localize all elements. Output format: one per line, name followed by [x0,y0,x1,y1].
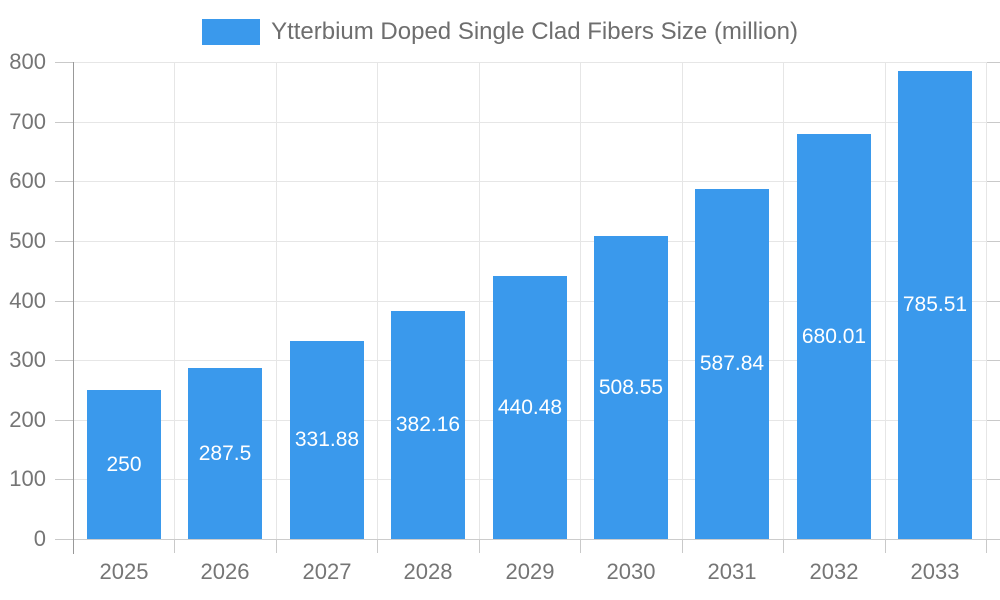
bar-value-label: 508.55 [598,376,664,399]
x-axis-label: 2026 [200,559,250,584]
y-axis-tick [55,479,73,480]
bar-value-label: 680.01 [801,325,867,348]
y-axis-tick-right [986,122,1000,123]
y-axis-line [73,62,74,554]
y-axis-label: 0 [33,526,46,551]
x-axis-line [73,539,986,540]
x-axis-tick [377,539,378,553]
y-axis-tick-right [986,301,1000,302]
y-axis-label: 400 [9,288,46,313]
x-axis-tick [885,539,886,553]
y-axis-tick [55,122,73,123]
y-axis-label: 100 [9,466,46,491]
y-axis-tick [55,181,73,182]
x-axis-label: 2025 [99,559,149,584]
y-axis-tick-right [986,420,1000,421]
bar-2027[interactable] [290,341,364,539]
y-axis-tick [55,241,73,242]
y-axis-tick-right [986,181,1000,182]
x-axis-label: 2028 [403,559,453,584]
x-axis-tick [783,539,784,553]
y-axis-label: 200 [9,407,46,432]
x-grid-line [682,62,683,539]
y-grid-line [74,122,986,123]
x-grid-line [580,62,581,539]
x-grid-line [986,62,987,539]
y-axis-label: 500 [9,228,46,253]
x-grid-line [276,62,277,539]
y-axis-tick [55,62,73,63]
x-axis-tick [479,539,480,553]
bar-2030[interactable] [594,236,668,539]
bar-2028[interactable] [391,311,465,539]
y-axis-tick [55,539,73,540]
x-axis-tick [682,539,683,553]
y-axis-label: 300 [9,347,46,372]
x-grid-line [377,62,378,539]
y-axis-tick [55,360,73,361]
bar-2033[interactable] [898,71,972,539]
y-axis-tick-right [986,241,1000,242]
y-grid-line [74,241,986,242]
bar-value-label: 287.5 [198,442,252,465]
y-axis-tick-right [986,479,1000,480]
bar-2032[interactable] [797,134,871,539]
bar-2029[interactable] [493,276,567,539]
y-axis-tick [55,301,73,302]
x-axis-tick [986,539,987,553]
y-axis-label: 700 [9,109,46,134]
bar-2026[interactable] [188,368,262,539]
bar-value-label: 440.48 [497,396,563,419]
legend-item[interactable]: Ytterbium Doped Single Clad Fibers Size … [0,16,1000,48]
x-axis-label: 2031 [707,559,757,584]
x-axis-label: 2032 [809,559,859,584]
x-grid-line [885,62,886,539]
bar-2031[interactable] [695,189,769,539]
y-axis-label: 600 [9,168,46,193]
bar-2025[interactable] [87,390,161,539]
bar-value-label: 382.16 [395,413,461,436]
bar-value-label: 785.51 [902,293,968,316]
x-axis-tick [174,539,175,553]
x-grid-line [479,62,480,539]
y-grid-line [74,181,986,182]
x-grid-line [783,62,784,539]
x-axis-tick [580,539,581,553]
x-axis-label: 2033 [910,559,960,584]
y-axis-label: 800 [9,49,46,74]
bar-value-label: 331.88 [294,428,360,451]
x-axis-label: 2027 [302,559,352,584]
y-axis-tick-right [986,360,1000,361]
x-axis-label: 2030 [606,559,656,584]
x-grid-line [174,62,175,539]
y-axis-tick-right [986,539,1000,540]
y-grid-line [74,62,986,63]
x-axis-label: 2029 [505,559,555,584]
legend-swatch [202,19,261,45]
bar-value-label: 250 [106,453,142,476]
x-axis-tick [276,539,277,553]
legend-label: Ytterbium Doped Single Clad Fibers Size … [271,18,798,45]
bar-value-label: 587.84 [699,352,765,375]
y-axis-tick [55,420,73,421]
y-axis-tick-right [986,62,1000,63]
